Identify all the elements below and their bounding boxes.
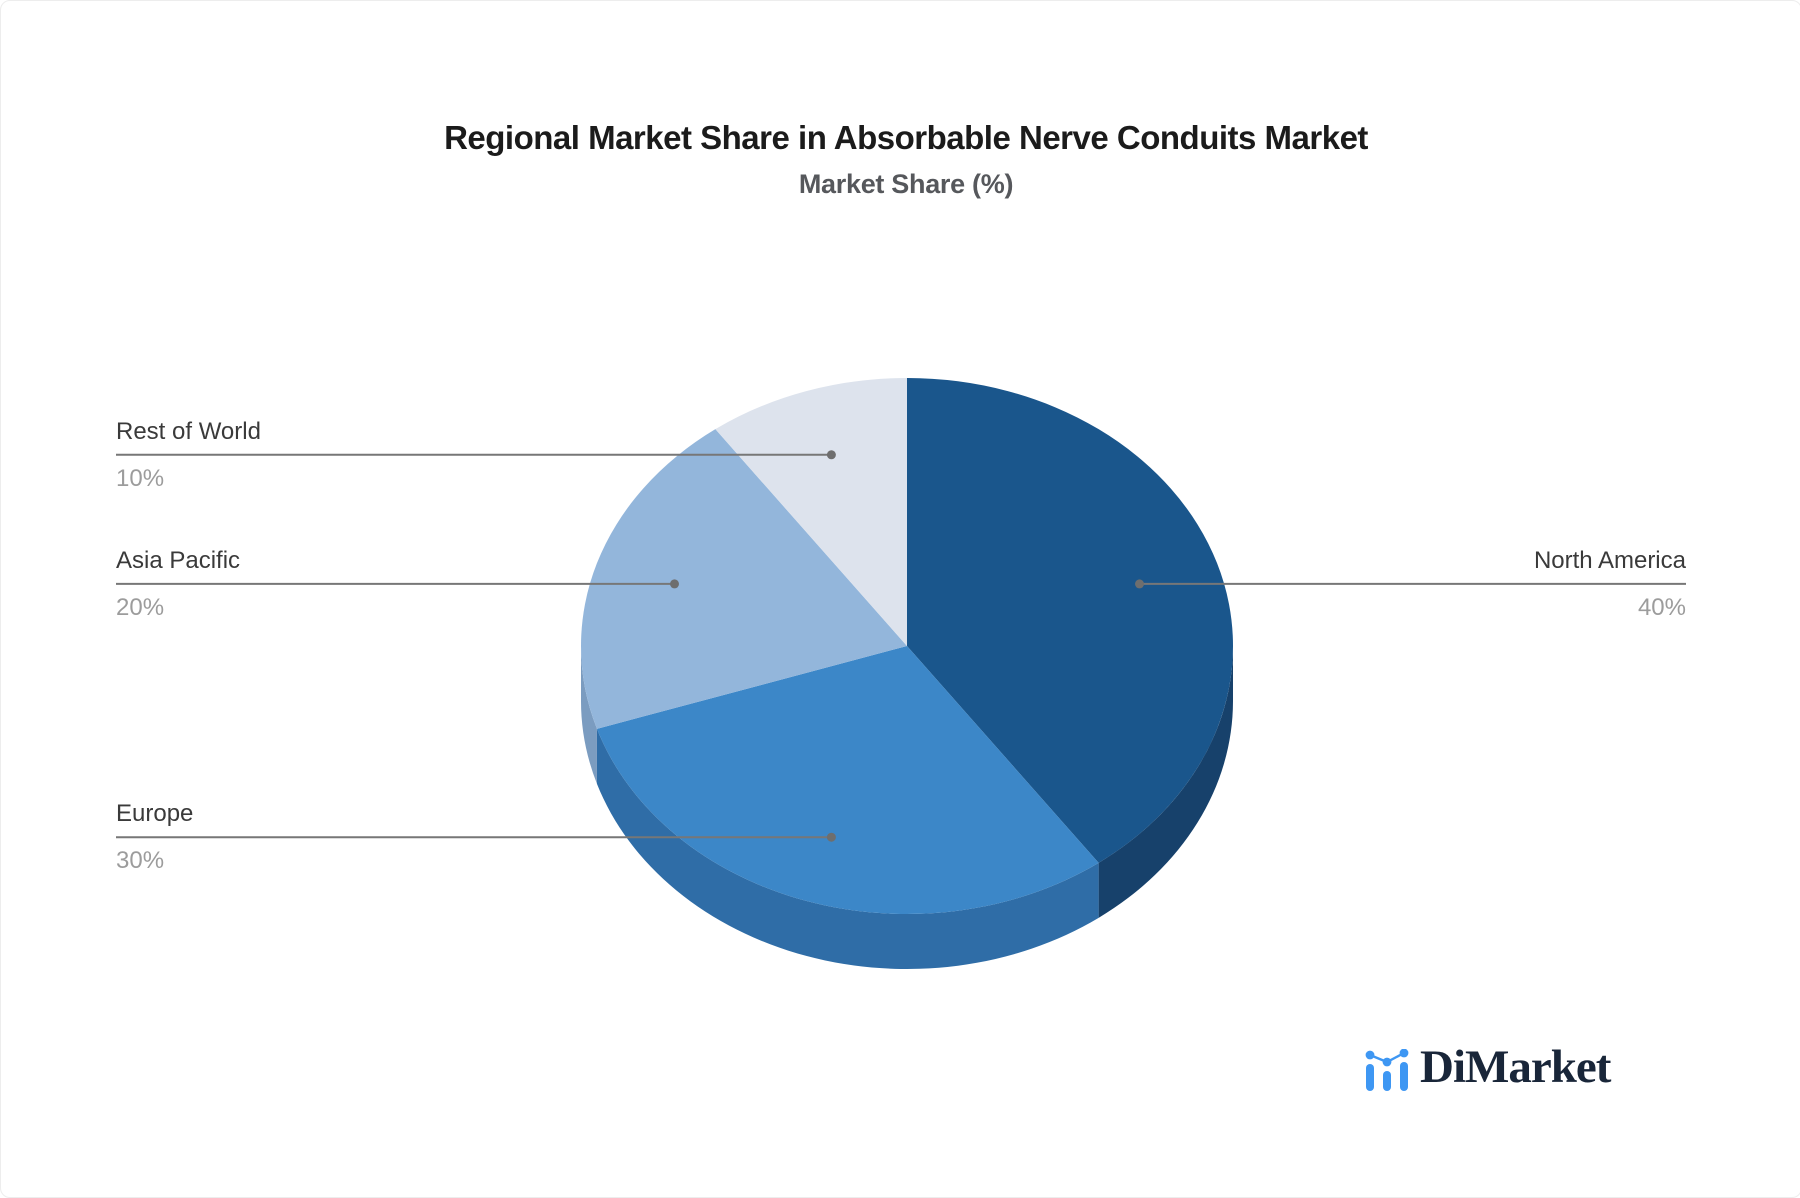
brand-logo: DiMarket — [1364, 1041, 1611, 1093]
pie-slice-rest-of-world[interactable] — [715, 378, 907, 646]
leader-dot-north-america — [1135, 579, 1144, 589]
pie-slice-north-america[interactable] — [907, 378, 1234, 863]
slice-label-asia-pacific: Asia Pacific — [116, 546, 241, 574]
leader-dot-rest-of-world — [826, 450, 836, 460]
slice-value-asia-pacific: 20% — [116, 593, 165, 621]
pie-slice-europe[interactable] — [596, 646, 1099, 915]
leader-dot-asia-pacific — [670, 579, 679, 589]
slice-value-rest-of-world: 10% — [116, 464, 165, 492]
slice-value-north-america: 40% — [1637, 593, 1686, 621]
pie-slice-asia-pacific[interactable] — [581, 429, 907, 729]
slice-label-europe: Europe — [116, 800, 194, 828]
slice-label-rest-of-world: Rest of World — [116, 417, 261, 445]
pie-slice-side-europe — [596, 728, 1099, 970]
pie-slice-side-asia-pacific — [581, 646, 597, 784]
brand-name: DiMarket — [1420, 1041, 1611, 1093]
pie-slice-side-north-america — [1098, 646, 1233, 918]
chart-subtitle: Market Share (%) — [798, 169, 1014, 199]
leader-dot-europe — [826, 832, 836, 842]
chart-title: Regional Market Share in Absorbable Nerv… — [444, 119, 1368, 156]
slice-value-europe: 30% — [116, 847, 165, 875]
bar-chart-dots-icon — [1365, 1049, 1409, 1091]
slice-label-north-america: North America — [1533, 546, 1686, 574]
